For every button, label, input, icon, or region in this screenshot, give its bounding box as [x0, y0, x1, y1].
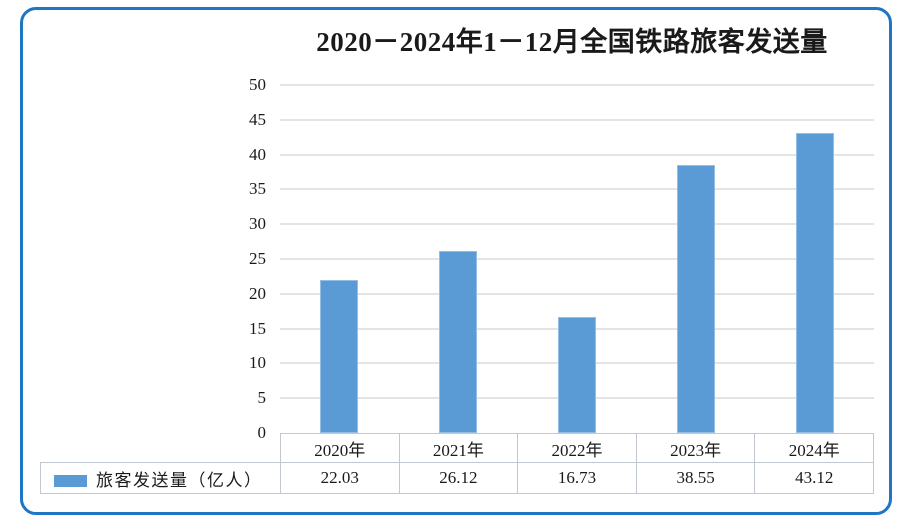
value-cell: 26.12 — [398, 462, 519, 494]
y-axis-tick-label: 45 — [249, 109, 266, 129]
legend-swatch-icon — [54, 474, 87, 487]
value-cell: 43.12 — [754, 462, 874, 494]
bar-2020年 — [320, 279, 359, 433]
gridline — [280, 223, 874, 226]
year-header-cell: 2021年 — [398, 433, 519, 463]
chart-border-frame — [20, 7, 892, 515]
year-header-cell: 2023年 — [635, 433, 756, 463]
table-value-row: 旅客发送量（亿人） 22.03 26.12 16.73 38.55 43.12 — [40, 462, 874, 494]
y-axis-tick-label: 20 — [249, 283, 266, 303]
chart-title: 2020－2024年1－12月全国铁路旅客发送量 — [316, 27, 828, 57]
year-header-cell: 2024年 — [754, 433, 874, 463]
gridline — [280, 258, 874, 260]
value-cell: 38.55 — [635, 462, 756, 494]
y-axis-tick-label: 35 — [249, 179, 266, 199]
plot-area — [280, 84, 874, 433]
bar-2023年 — [676, 164, 715, 433]
gridline — [280, 118, 874, 121]
gridline — [280, 292, 874, 295]
y-axis: 0 5 10 15 20 25 30 35 40 45 50 — [200, 0, 266, 529]
data-table: 2020年 2021年 2022年 2023年 2024年 旅客发送量（亿人） 22.0… — [40, 433, 874, 494]
y-axis-tick-label: 50 — [249, 75, 266, 94]
y-axis-tick-label: 0 — [257, 423, 267, 442]
table-corner-cell — [41, 434, 281, 463]
y-axis-tick-label: 25 — [249, 249, 266, 268]
y-axis-tick-label: 5 — [257, 388, 267, 408]
bar-2022年 — [558, 316, 596, 433]
gridline — [280, 188, 874, 191]
y-axis-tick-label: 30 — [249, 214, 266, 234]
y-axis-tick-label: 10 — [249, 353, 266, 373]
year-header-cell: 2020年 — [280, 433, 400, 463]
gridline — [280, 153, 874, 156]
bar-2021年 — [439, 251, 478, 433]
bar-2024年 — [795, 132, 834, 433]
table-header-row: 2020年 2021年 2022年 2023年 2024年 — [41, 433, 874, 463]
legend-cell: 旅客发送量（亿人） — [40, 462, 281, 494]
gridline — [280, 84, 874, 86]
year-header-cell: 2022年 — [517, 433, 637, 463]
y-axis-tick-label: 15 — [249, 318, 266, 338]
value-cell: 16.73 — [517, 462, 637, 494]
value-cell: 22.03 — [280, 462, 400, 494]
y-axis-tick-label: 40 — [249, 144, 266, 164]
legend-label: 旅客发送量（亿人） — [96, 470, 263, 490]
